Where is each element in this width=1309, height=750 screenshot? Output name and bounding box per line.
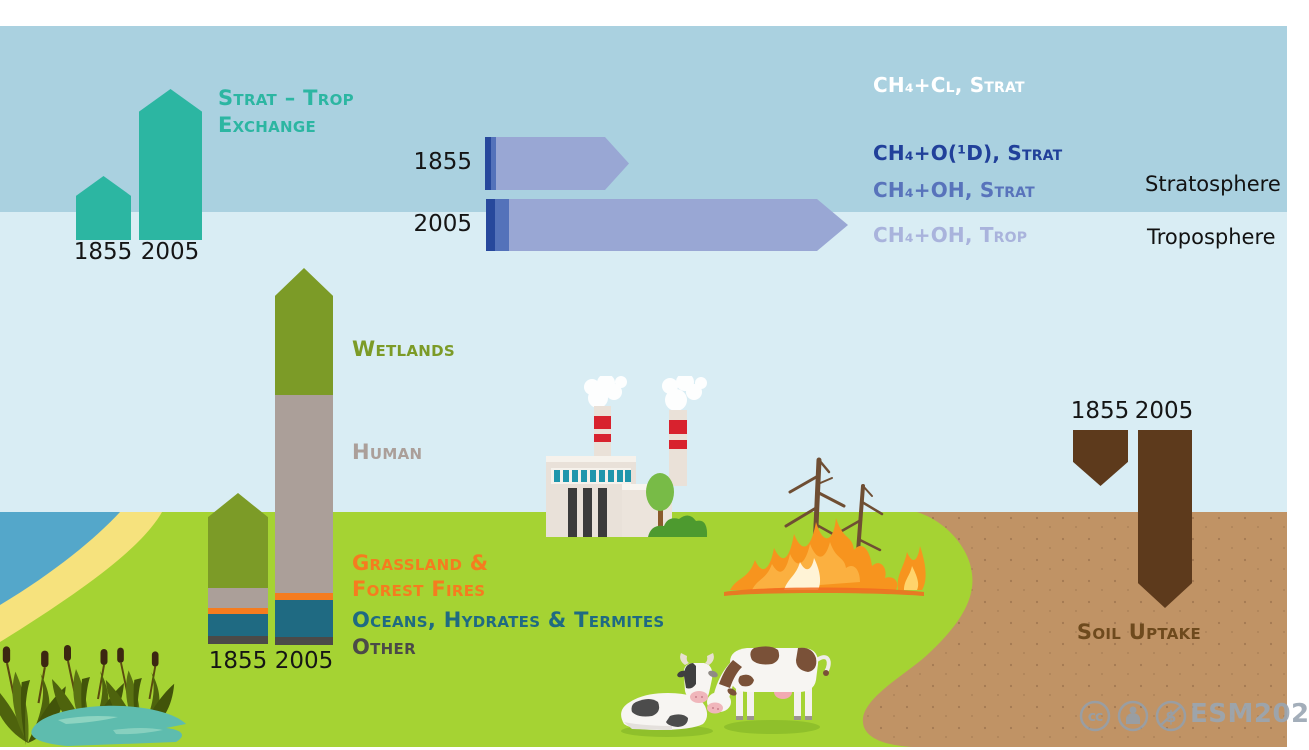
sink-arrow-2005 (486, 199, 848, 251)
arrowhead (817, 199, 848, 251)
factory-illustration (546, 376, 708, 537)
source-bar-2005 (275, 268, 333, 645)
ocean (0, 512, 120, 605)
credit-text: ESM2025 (1190, 699, 1309, 729)
cows-illustration (621, 646, 831, 737)
sources-year-1855: 1855 (208, 648, 268, 674)
segment-human (275, 395, 333, 593)
troposphere-band (0, 212, 1287, 512)
exchange-year-2005: 2005 (140, 239, 200, 265)
soil-uptake-label: Soil Uptake (1076, 620, 1202, 644)
factory-doors (568, 488, 607, 537)
label-ch4-oh-trop: CH₄+OH, Trop (873, 223, 1028, 247)
sink-year-2005: 2005 (413, 211, 472, 237)
sources-year-2005: 2005 (274, 648, 334, 674)
label-ch4-oh-strat: CH₄+OH, Strat (873, 178, 1035, 202)
stratosphere-band (0, 26, 1287, 212)
cow-shadow (724, 720, 820, 734)
segment-ch4-oh-trop (509, 199, 817, 251)
segment-ch4-oh-strat (495, 199, 509, 251)
arrowhead (605, 137, 629, 190)
beach-sand (0, 512, 162, 642)
exchange-title-line2: Exchange (218, 113, 317, 137)
wetlands-label: Wetlands (352, 337, 456, 361)
cc-nc-dollar-slash-icon (1155, 700, 1187, 732)
segment-human (208, 588, 268, 608)
exchange-title-line1: Strat – Trop (218, 86, 354, 110)
beach-scene (0, 512, 162, 642)
stratosphere-label: Stratosphere (1145, 172, 1281, 196)
soil-year-1855: 1855 (1070, 398, 1130, 424)
segment-other (275, 637, 333, 645)
tree-trunk (658, 504, 663, 526)
exchange-arrow-2005 (139, 89, 202, 240)
segment-ch4-o1d (485, 137, 491, 190)
segment-ch4-oh-strat (491, 137, 496, 190)
soil-year-2005: 2005 (1134, 398, 1194, 424)
flames-core (784, 558, 821, 590)
factory-windows (554, 470, 631, 482)
fire-illustration (724, 457, 926, 596)
license-badges: cc $ (1079, 700, 1187, 732)
pond (31, 705, 187, 746)
troposphere-label: Troposphere (1147, 225, 1276, 249)
smokestack-left (594, 406, 611, 458)
svg-text:cc: cc (1088, 709, 1103, 725)
segment-ch4-oh-trop (496, 137, 605, 190)
segment-fires (208, 608, 268, 614)
human-label: Human (352, 440, 423, 464)
segment-oceans (208, 614, 268, 636)
fires-label-line1: Grassland & (352, 551, 489, 575)
cc-license-icon (1079, 700, 1111, 732)
segment-wetlands (275, 268, 333, 395)
source-bar-1855 (208, 493, 268, 644)
sink-arrow-1855 (485, 137, 629, 190)
exchange-year-1855: 1855 (73, 239, 133, 265)
cow-lying-illustration (621, 653, 718, 730)
label-ch4-cl-strat: CH₄+Cl, Strat (873, 73, 1025, 97)
segment-fires (275, 593, 333, 600)
cow-grazing-illustration (707, 646, 831, 720)
soil-arrow-2005 (1138, 430, 1192, 608)
sink-year-1855: 1855 (413, 149, 472, 175)
oceans-label: Oceans, Hydrates & Termites (352, 608, 665, 632)
segment-ch4-o1d (486, 199, 495, 251)
segment-other (208, 636, 268, 644)
smoke-puffs (584, 376, 707, 411)
flames-mid (752, 542, 860, 590)
label-ch4-o1d-strat: CH₄+O(¹D), Strat (873, 141, 1063, 165)
tree-foliage (646, 473, 674, 511)
fires-label-line2: Forest Fires (352, 577, 486, 601)
cc-by-person-icon (1117, 700, 1149, 732)
other-label: Other (352, 635, 416, 659)
segment-oceans (275, 600, 333, 637)
bush (648, 515, 708, 537)
